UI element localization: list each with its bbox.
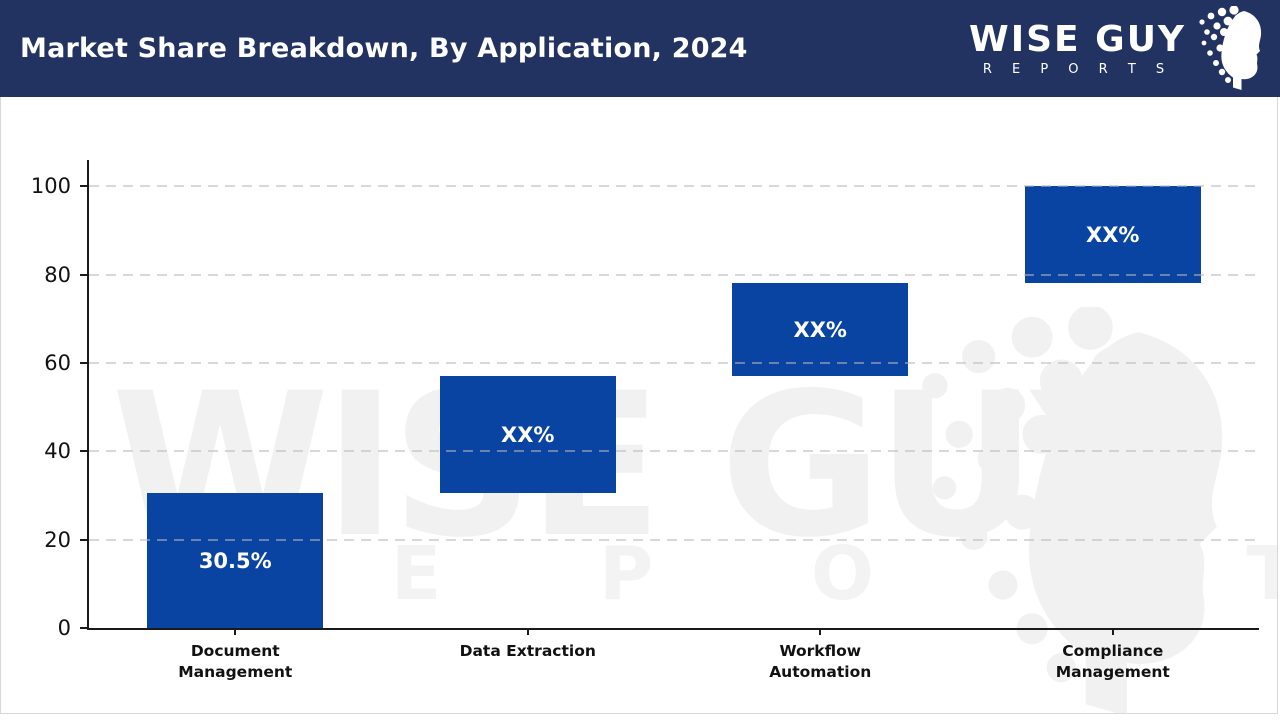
plot-area: 0 20 40 60 80 100 30.5% Document Management XX% Da… (31, 160, 1259, 681)
category-label-compliance-management: Compliance Management (1055, 642, 1170, 681)
logo-face-icon (1199, 5, 1262, 90)
grid-line-40 (89, 450, 1259, 453)
bar-data-extraction: XX% (439, 376, 616, 494)
category-label-document-management: Document Management (178, 642, 293, 681)
bar-document-management: 30.5% (147, 493, 324, 628)
y-axis-line (87, 160, 89, 630)
grid-line-100 (89, 185, 1259, 188)
y-tick-mark-80 (80, 273, 89, 276)
grid-line-20 (89, 538, 1259, 541)
y-tick-mark-20 (80, 538, 89, 541)
y-tick-label-80: 80 (44, 262, 71, 287)
logo-subtext: R E P O R T S (982, 61, 1173, 77)
x-tick-mark-document-management (234, 628, 237, 635)
bar-label-workflow-automation: XX% (793, 317, 847, 342)
bar-label-data-extraction: XX% (501, 422, 555, 447)
grid-line-60 (89, 361, 1259, 364)
x-axis-line (87, 628, 1259, 630)
bar-workflow-automation: XX% (732, 283, 909, 377)
wise-guy-reports-logo: WISE GUY R E P O R T S (968, 5, 1266, 92)
grid-line-80 (89, 273, 1259, 276)
header-bar: Market Share Breakdown, By Application, … (0, 0, 1280, 97)
bar-label-document-management: 30.5% (198, 548, 272, 573)
bar-compliance-management: XX% (1024, 186, 1201, 284)
y-tick-mark-0 (80, 627, 89, 629)
y-tick-mark-100 (80, 185, 89, 188)
y-tick-mark-40 (80, 450, 89, 453)
logo-wordmark: WISE GUY (968, 18, 1186, 60)
y-tick-label-100: 100 (30, 174, 71, 199)
y-tick-label-0: 0 (57, 616, 71, 640)
x-tick-mark-data-extraction (526, 628, 529, 635)
y-tick-label-20: 20 (44, 527, 71, 552)
chart-card: WISE GUY R E P O R T S 02040608010030.5%… (0, 97, 1278, 714)
x-tick-mark-workflow-automation (819, 628, 822, 635)
bar-label-compliance-management: XX% (1086, 222, 1140, 247)
category-label-data-extraction: Data Extraction (459, 642, 596, 660)
y-tick-label-40: 40 (44, 439, 71, 464)
y-tick-label-60: 60 (44, 350, 71, 375)
y-tick-mark-60 (80, 361, 89, 364)
x-tick-mark-compliance-management (1111, 628, 1114, 635)
logo-text: WISE GUY R E P O R T S (968, 18, 1186, 77)
page-title: Market Share Breakdown, By Application, … (20, 33, 748, 64)
category-label-workflow-automation: Workflow Automation (769, 642, 872, 681)
